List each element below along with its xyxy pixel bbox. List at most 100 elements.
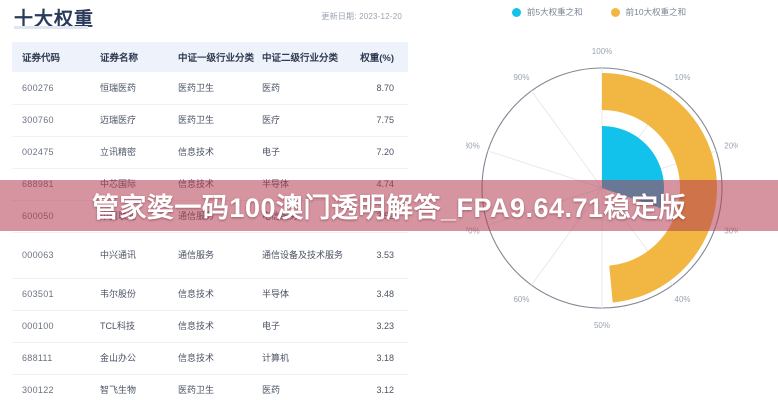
polar-chart-svg: 100% 10% 20% 30% 40% 50% 60% 70% 80% 90%	[466, 47, 738, 330]
holdings-table: 证券代码 证券名称 中证一级行业分类 中证二级行业分类 权重(%) 600276…	[12, 42, 408, 400]
table-row[interactable]: 000063 中兴通讯 通信服务 通信设备及技术服务 3.53	[12, 232, 408, 279]
table-row[interactable]: 688981 中芯国际 信息技术 半导体 4.74	[12, 168, 408, 201]
polar-tick-label: 80%	[466, 142, 480, 151]
cell-security-code: 688981	[12, 168, 90, 201]
column-header-industry-l2[interactable]: 中证二级行业分类	[252, 42, 344, 72]
cell-security-code: 300760	[12, 104, 90, 137]
cell-industry-l1: 信息技术	[168, 278, 252, 311]
table-body: 600276 恒瑞医药 医药卫生 医药 8.70 300760 迈瑞医疗 医药卫生 医疗 7.75…	[12, 72, 408, 400]
cell-weight: 7.75	[344, 104, 408, 137]
polar-tick-label: 10%	[675, 73, 691, 82]
table-row[interactable]: 002475 立讯精密 信息技术 电子 7.20	[12, 136, 408, 169]
legend-color-dot-icon	[610, 7, 620, 17]
cell-industry-l1: 通信服务	[168, 200, 252, 233]
cell-industry-l1: 医药卫生	[168, 104, 252, 137]
legend-item-top5[interactable]: 前5大权重之和	[511, 6, 583, 18]
cell-industry-l1: 信息技术	[168, 136, 252, 169]
table-header-row: 证券代码 证券名称 中证一级行业分类 中证二级行业分类 权重(%)	[12, 42, 408, 72]
page-title: 十大权重	[14, 9, 95, 30]
column-header-code[interactable]: 证券代码	[12, 42, 90, 72]
column-header-industry-l1[interactable]: 中证一级行业分类	[168, 42, 254, 72]
cell-security-name: 中兴通讯	[90, 232, 168, 279]
polar-tick-label: 50%	[594, 321, 610, 330]
polar-tick-label: 40%	[675, 295, 691, 304]
polar-tick-label: 60%	[513, 295, 529, 304]
column-header-weight[interactable]: 权重(%)	[344, 42, 408, 72]
cell-security-name: 立讯精密	[90, 136, 168, 169]
cell-industry-l2: 通信设备及技术服务	[252, 232, 344, 279]
cell-industry-l2: 医药	[252, 72, 344, 105]
cell-industry-l2: 电信服务	[252, 200, 344, 233]
cell-industry-l1: 信息技术	[168, 168, 252, 201]
legend-item-top10[interactable]: 前10大权重之和	[610, 6, 687, 18]
cell-industry-l2: 电子	[252, 310, 344, 343]
cell-security-code: 000063	[12, 232, 90, 279]
cell-weight: 3.18	[344, 342, 408, 375]
cell-security-name: 智飞生物	[90, 374, 168, 400]
cell-industry-l2: 半导体	[252, 278, 344, 311]
polar-grid-spoke	[531, 187, 603, 286]
table-row[interactable]: 300122 智飞生物 医药卫生 医药 3.12	[12, 374, 408, 400]
table-row[interactable]: 603501 韦尔股份 信息技术 半导体 3.48	[12, 278, 408, 311]
cell-security-name: 迈瑞医疗	[90, 104, 168, 137]
cell-industry-l1: 通信服务	[168, 232, 252, 279]
polar-tick-label: 70%	[466, 226, 480, 235]
cell-industry-l1: 医药卫生	[168, 374, 252, 400]
cell-industry-l2: 医药	[252, 374, 344, 400]
table-row[interactable]: 000100 TCL科技 信息技术 电子 3.23	[12, 310, 408, 343]
polar-bar-top10[interactable]	[602, 73, 717, 303]
cell-industry-l2: 电子	[252, 136, 344, 169]
cell-industry-l2: 计算机	[252, 342, 344, 375]
table-header: 证券代码 证券名称 中证一级行业分类 中证二级行业分类 权重(%)	[12, 42, 408, 72]
polar-grid-spoke	[487, 187, 603, 226]
cell-security-name: 恒瑞医药	[90, 72, 168, 105]
cell-security-code: 603501	[12, 278, 90, 311]
cell-industry-l1: 信息技术	[168, 342, 252, 375]
cell-weight: 8.70	[344, 72, 408, 105]
legend-label-top5: 前5大权重之和	[526, 7, 583, 17]
polar-tick-label: 100%	[592, 47, 612, 56]
polar-radial-bar-chart[interactable]: 100% 10% 20% 30% 40% 50% 60% 70% 80% 90%	[466, 28, 738, 348]
update-date-label: 更新日期: 2023-12-20	[321, 12, 402, 21]
cell-security-name: 中国联通	[90, 200, 168, 233]
top-holdings-panel: 十大权重 更新日期: 2023-12-20 证券代码 证券名称 中证一级行业分类…	[12, 9, 408, 400]
cell-security-name: 中芯国际	[90, 168, 168, 201]
cell-security-name: 韦尔股份	[90, 278, 168, 311]
cell-security-name: TCL科技	[90, 310, 168, 343]
cell-security-code: 688111	[12, 342, 90, 375]
cell-weight: 3.12	[344, 374, 408, 400]
cell-weight: 4.74	[344, 168, 408, 201]
cell-security-name: 金山办公	[90, 342, 168, 375]
cell-weight: 7.20	[344, 136, 408, 169]
cell-industry-l1: 医药卫生	[168, 72, 252, 105]
cell-weight: 3.23	[344, 310, 408, 343]
cell-weight: 3.48	[344, 278, 408, 311]
cell-security-code: 000100	[12, 310, 90, 343]
cell-weight: 3.53	[344, 232, 408, 279]
cell-security-code: 600050	[12, 200, 90, 233]
cell-industry-l2: 半导体	[252, 168, 344, 201]
polar-grid-spoke	[487, 150, 603, 189]
chart-legend: 前5大权重之和 前10大权重之和	[420, 6, 778, 18]
table-row[interactable]: 688111 金山办公 信息技术 计算机 3.18	[12, 342, 408, 375]
polar-grid-spoke	[531, 90, 603, 189]
column-header-name[interactable]: 证券名称	[90, 42, 168, 72]
cell-industry-l1: 信息技术	[168, 310, 252, 343]
legend-label-top10: 前10大权重之和	[625, 7, 687, 17]
title-underline	[14, 26, 88, 29]
table-row[interactable]: 600276 恒瑞医药 医药卫生 医药 8.70	[12, 72, 408, 105]
cell-industry-l2: 医疗	[252, 104, 344, 137]
concentration-chart-panel: 前5大权重之和 前10大权重之和 100% 10% 20% 30% 40% 50% 60% 7…	[420, 0, 778, 400]
table-row[interactable]: 300760 迈瑞医疗 医药卫生 医疗 7.75	[12, 104, 408, 137]
polar-tick-label: 30%	[724, 226, 738, 235]
polar-bar-top5[interactable]	[602, 126, 664, 209]
cell-security-code: 600276	[12, 72, 90, 105]
cell-weight: 3.59	[344, 200, 408, 233]
polar-tick-label: 20%	[724, 142, 738, 151]
table-row[interactable]: 600050 中国联通 通信服务 电信服务 3.59	[12, 200, 408, 233]
cell-security-code: 002475	[12, 136, 90, 169]
polar-tick-label: 90%	[513, 73, 529, 82]
legend-color-dot-icon	[511, 7, 521, 17]
cell-security-code: 300122	[12, 374, 90, 400]
